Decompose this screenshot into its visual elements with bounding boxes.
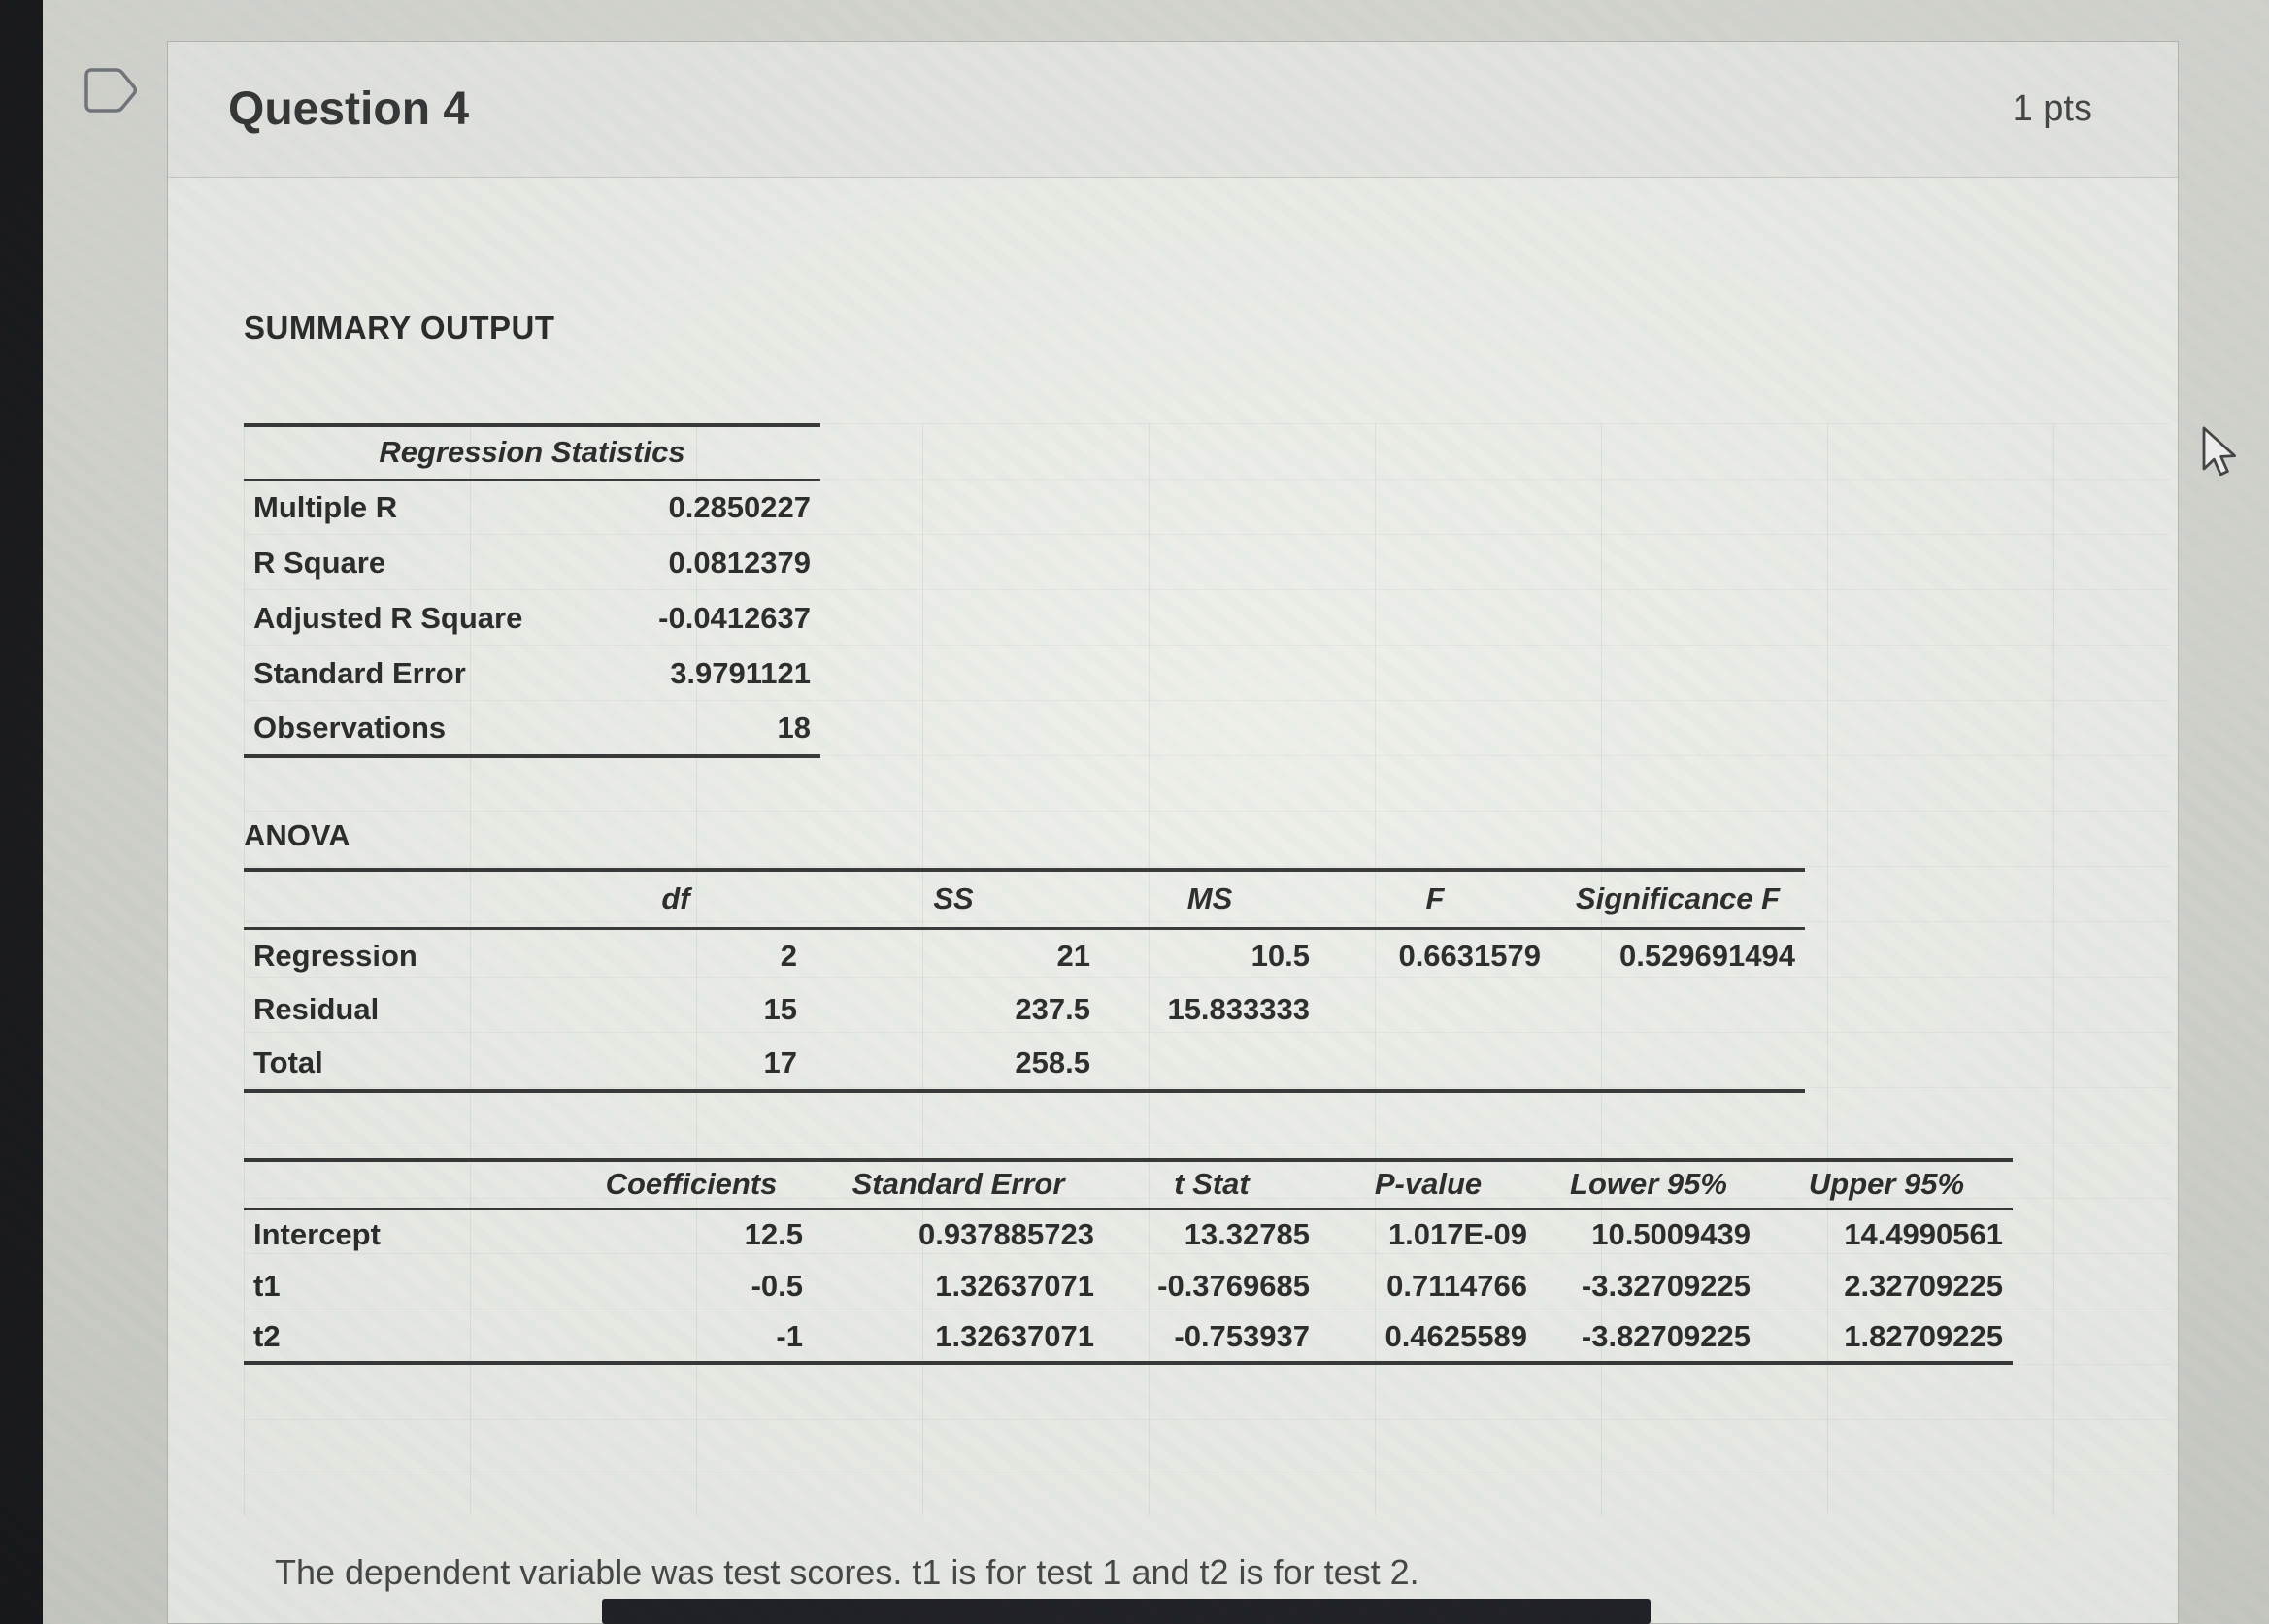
stat-value: 0.2850227 bbox=[668, 490, 812, 525]
table-row: Observations 18 bbox=[244, 701, 821, 758]
coef-header-blank bbox=[244, 1158, 570, 1210]
table-row: R Square 0.0812379 bbox=[244, 535, 820, 590]
stat-value: 3.9791121 bbox=[670, 655, 812, 690]
coefficients-table: Coefficients Standard Error t Stat P-val… bbox=[244, 1158, 2013, 1365]
table-header-row: df SS MS F Significance F bbox=[244, 868, 1805, 930]
question-points: 1 pts bbox=[2012, 88, 2092, 129]
anova-row-label: Residual bbox=[253, 992, 380, 1026]
screen-bottom-frame bbox=[602, 1599, 1651, 1624]
mouse-cursor-icon bbox=[2196, 425, 2241, 484]
coef-header-std-error: Standard Error bbox=[813, 1158, 1104, 1210]
coef-row-label: Intercept bbox=[253, 1217, 381, 1252]
screen-left-frame bbox=[0, 0, 43, 1624]
anova-header-f: F bbox=[1319, 868, 1551, 930]
coef-cell: 0.4625589 bbox=[1319, 1311, 1537, 1365]
question-body: SUMMARY OUTPUT Regression Statistics Mul… bbox=[168, 178, 2178, 1623]
table-row: Multiple R 0.2850227 bbox=[244, 480, 820, 535]
anova-header-ms: MS bbox=[1100, 868, 1319, 930]
coef-cell: 1.017E-09 bbox=[1387, 1217, 1527, 1252]
coef-cell: 1.32637071 bbox=[935, 1268, 1094, 1303]
coef-cell: -0.5 bbox=[751, 1268, 803, 1303]
stat-label: Adjusted R Square bbox=[253, 600, 523, 635]
table-row: Residual 15 237.5 15.833333 bbox=[244, 982, 1805, 1037]
coef-cell: -3.82709225 bbox=[1537, 1311, 1760, 1365]
table-row: Standard Error 3.9791121 bbox=[244, 646, 820, 701]
stat-label: Observations bbox=[244, 701, 611, 758]
stat-label: Multiple R bbox=[253, 490, 398, 525]
coef-header-coefficients: Coefficients bbox=[570, 1158, 813, 1210]
coef-cell: 10.5009439 bbox=[1591, 1217, 1751, 1252]
anova-header-ss: SS bbox=[807, 868, 1100, 930]
question-card: Question 4 1 pts SUMMARY OUTPUT Regressi… bbox=[167, 41, 2179, 1624]
anova-cell: 21 bbox=[1056, 938, 1090, 973]
coef-cell: 13.32785 bbox=[1184, 1217, 1310, 1252]
anova-cell bbox=[1319, 1037, 1551, 1093]
coef-cell: 0.937885723 bbox=[918, 1217, 1094, 1252]
bookmark-flag-icon[interactable] bbox=[83, 64, 140, 121]
anova-cell bbox=[1100, 1037, 1319, 1093]
coef-row-label: t1 bbox=[253, 1268, 281, 1303]
anova-row-label: Total bbox=[244, 1037, 545, 1093]
coef-header-t-stat: t Stat bbox=[1104, 1158, 1319, 1210]
stat-value: -0.0412637 bbox=[658, 600, 812, 635]
coef-cell: 1.82709225 bbox=[1760, 1311, 2013, 1365]
stat-value: 0.0812379 bbox=[668, 545, 812, 580]
coef-row-label: t2 bbox=[244, 1311, 570, 1365]
stat-label: R Square bbox=[253, 545, 386, 580]
question-note: The dependent variable was test scores. … bbox=[275, 1552, 1419, 1592]
regression-statistics-header: Regression Statistics bbox=[244, 423, 821, 481]
anova-cell: 17 bbox=[545, 1037, 807, 1093]
anova-cell bbox=[1551, 1037, 1805, 1093]
coef-cell: -3.32709225 bbox=[1581, 1268, 1751, 1303]
anova-cell: 10.5 bbox=[1251, 938, 1310, 973]
coef-header-upper-95: Upper 95% bbox=[1760, 1158, 2013, 1210]
table-row: Intercept 12.5 0.937885723 13.32785 1.01… bbox=[244, 1209, 2013, 1260]
table-header-row: Regression Statistics bbox=[244, 423, 821, 481]
regression-statistics-table: Regression Statistics Multiple R 0.28502… bbox=[244, 423, 821, 758]
coef-cell: 0.7114766 bbox=[1386, 1268, 1527, 1303]
coef-header-p-value: P-value bbox=[1319, 1158, 1537, 1210]
anova-row-label: Regression bbox=[253, 938, 417, 973]
coef-cell: 1.32637071 bbox=[813, 1311, 1104, 1365]
anova-cell: 15 bbox=[763, 992, 797, 1026]
anova-cell bbox=[1319, 982, 1551, 1037]
coef-cell: 12.5 bbox=[744, 1217, 803, 1252]
anova-cell: 258.5 bbox=[807, 1037, 1100, 1093]
anova-cell: 0.6631579 bbox=[1398, 938, 1541, 973]
anova-cell: 237.5 bbox=[1015, 992, 1090, 1026]
summary-output-title: SUMMARY OUTPUT bbox=[244, 310, 555, 346]
anova-table: df SS MS F Significance F Regression 2 2… bbox=[244, 868, 1805, 1093]
anova-header-df: df bbox=[545, 868, 807, 930]
anova-cell: 0.529691494 bbox=[1618, 938, 1795, 973]
table-row: t1 -0.5 1.32637071 -0.3769685 0.7114766 … bbox=[244, 1260, 2013, 1311]
table-row: t2 -1 1.32637071 -0.753937 0.4625589 -3.… bbox=[244, 1311, 2013, 1365]
anova-cell bbox=[1551, 982, 1805, 1037]
coef-cell: -0.3769685 bbox=[1157, 1268, 1310, 1303]
anova-label: ANOVA bbox=[244, 818, 350, 852]
anova-cell: 2 bbox=[780, 938, 797, 973]
anova-cell: 15.833333 bbox=[1167, 992, 1310, 1026]
coef-cell: -0.753937 bbox=[1104, 1311, 1319, 1365]
table-row: Total 17 258.5 bbox=[244, 1037, 1805, 1093]
anova-header-sig-f: Significance F bbox=[1551, 868, 1805, 930]
question-title: Question 4 bbox=[228, 83, 470, 135]
table-row: Regression 2 21 10.5 0.6631579 0.5296914… bbox=[244, 928, 1805, 982]
coef-header-lower-95: Lower 95% bbox=[1537, 1158, 1760, 1210]
question-header: Question 4 1 pts bbox=[168, 42, 2178, 178]
coef-cell: 14.4990561 bbox=[1844, 1217, 2003, 1252]
table-row: Adjusted R Square -0.0412637 bbox=[244, 590, 820, 646]
coef-cell: 2.32709225 bbox=[1844, 1268, 2003, 1303]
anova-header-blank bbox=[244, 868, 545, 930]
coef-cell: -1 bbox=[570, 1311, 813, 1365]
table-header-row: Coefficients Standard Error t Stat P-val… bbox=[244, 1158, 2013, 1210]
stat-value: 18 bbox=[611, 701, 821, 758]
stat-label: Standard Error bbox=[253, 655, 466, 690]
